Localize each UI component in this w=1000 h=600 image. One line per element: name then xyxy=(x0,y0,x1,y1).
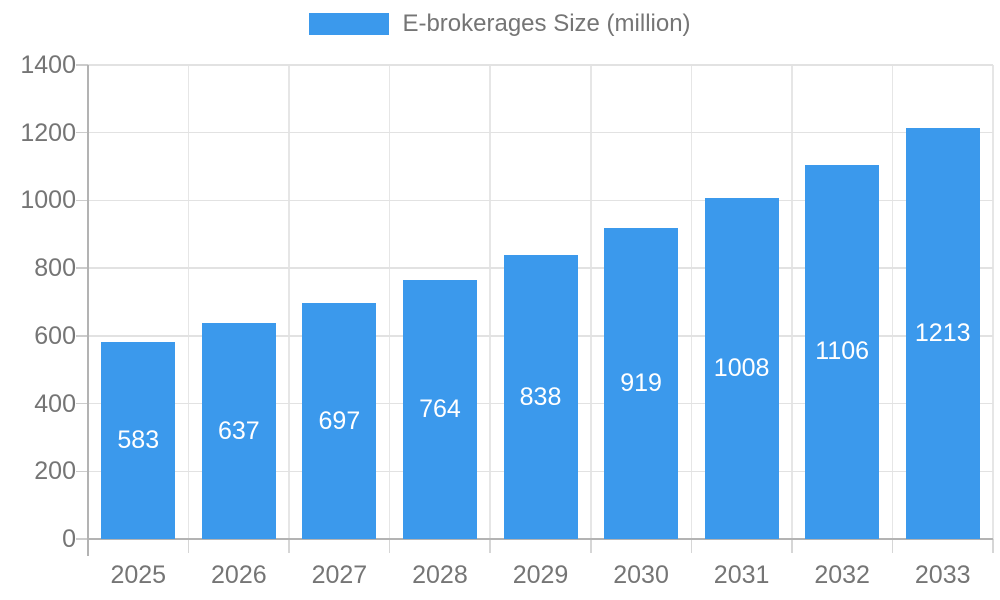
bar-value-label: 919 xyxy=(620,368,662,397)
bar-2029[interactable]: 838 xyxy=(503,255,578,539)
bar-value-label: 697 xyxy=(318,406,361,435)
x-axis-label: 2032 xyxy=(814,561,870,589)
chart-legend[interactable]: E-brokerages Size (million) xyxy=(0,10,1000,38)
v-gridline xyxy=(992,65,994,539)
x-axis-tick xyxy=(791,539,793,553)
h-gridline xyxy=(88,199,993,202)
legend-label: E-brokerages Size (million) xyxy=(402,10,691,37)
x-axis-label: 2028 xyxy=(412,561,468,589)
x-axis-label: 2030 xyxy=(613,561,669,589)
bar-value-label: 1106 xyxy=(815,337,870,366)
x-axis-tick xyxy=(992,539,994,553)
v-gridline xyxy=(187,65,190,539)
bar-value-label: 838 xyxy=(519,382,562,411)
bar-2031[interactable]: 1008 xyxy=(704,197,779,539)
bar-value-label: 1008 xyxy=(713,353,770,382)
x-axis-tick xyxy=(590,539,592,553)
v-gridline xyxy=(690,65,693,539)
y-axis-tick xyxy=(76,199,88,202)
x-axis-label: 2029 xyxy=(512,561,569,589)
y-axis-label: 1000 xyxy=(20,186,76,215)
bar-2025[interactable]: 583 xyxy=(101,341,176,539)
bar-value-label: 764 xyxy=(419,395,461,424)
y-axis-label: 1200 xyxy=(20,118,76,147)
bar-value-label: 1213 xyxy=(914,319,971,348)
bar-2030[interactable]: 919 xyxy=(604,227,679,539)
y-axis-tick xyxy=(76,538,88,540)
v-gridline xyxy=(590,65,592,539)
bar-value-label: 637 xyxy=(217,416,260,445)
legend-swatch-icon xyxy=(309,13,390,35)
bar-2027[interactable]: 697 xyxy=(302,303,377,539)
y-axis-label: 0 xyxy=(62,525,76,553)
x-axis-label: 2025 xyxy=(110,561,167,589)
v-gridline xyxy=(489,65,491,539)
v-gridline xyxy=(388,65,391,539)
v-gridline xyxy=(288,65,290,539)
x-axis-tick xyxy=(690,539,693,553)
y-axis-tick xyxy=(76,470,88,473)
y-axis-tick xyxy=(76,267,88,269)
bar-2026[interactable]: 637 xyxy=(201,323,276,539)
x-axis-label: 2031 xyxy=(713,561,770,589)
bar-2033[interactable]: 1213 xyxy=(905,128,980,539)
y-axis-label: 200 xyxy=(34,457,76,486)
x-axis-tick xyxy=(388,539,391,553)
v-gridline xyxy=(891,65,894,539)
x-axis-label: 2027 xyxy=(311,561,368,589)
bar-2028[interactable]: 764 xyxy=(402,280,477,539)
x-axis-tick xyxy=(187,539,190,553)
h-gridline xyxy=(88,131,993,134)
y-axis-tick xyxy=(76,131,88,134)
v-gridline xyxy=(791,65,793,539)
y-axis-label: 400 xyxy=(34,389,76,418)
y-axis-label: 800 xyxy=(34,254,76,283)
y-axis-tick xyxy=(76,64,88,66)
y-axis-label: 1400 xyxy=(20,51,76,79)
y-axis-line xyxy=(87,65,89,556)
x-axis-label: 2026 xyxy=(211,561,267,589)
bar-value-label: 583 xyxy=(117,425,160,454)
y-axis-label: 600 xyxy=(34,321,76,350)
x-axis-tick xyxy=(489,539,491,553)
x-axis-tick xyxy=(288,539,290,553)
x-axis-tick xyxy=(891,539,894,553)
bar-2032[interactable]: 1106 xyxy=(805,164,880,539)
y-axis-tick xyxy=(76,335,88,337)
y-axis-tick xyxy=(76,402,88,405)
h-gridline xyxy=(88,64,993,66)
x-axis-label: 2033 xyxy=(914,561,971,589)
x-axis-line xyxy=(88,538,993,540)
